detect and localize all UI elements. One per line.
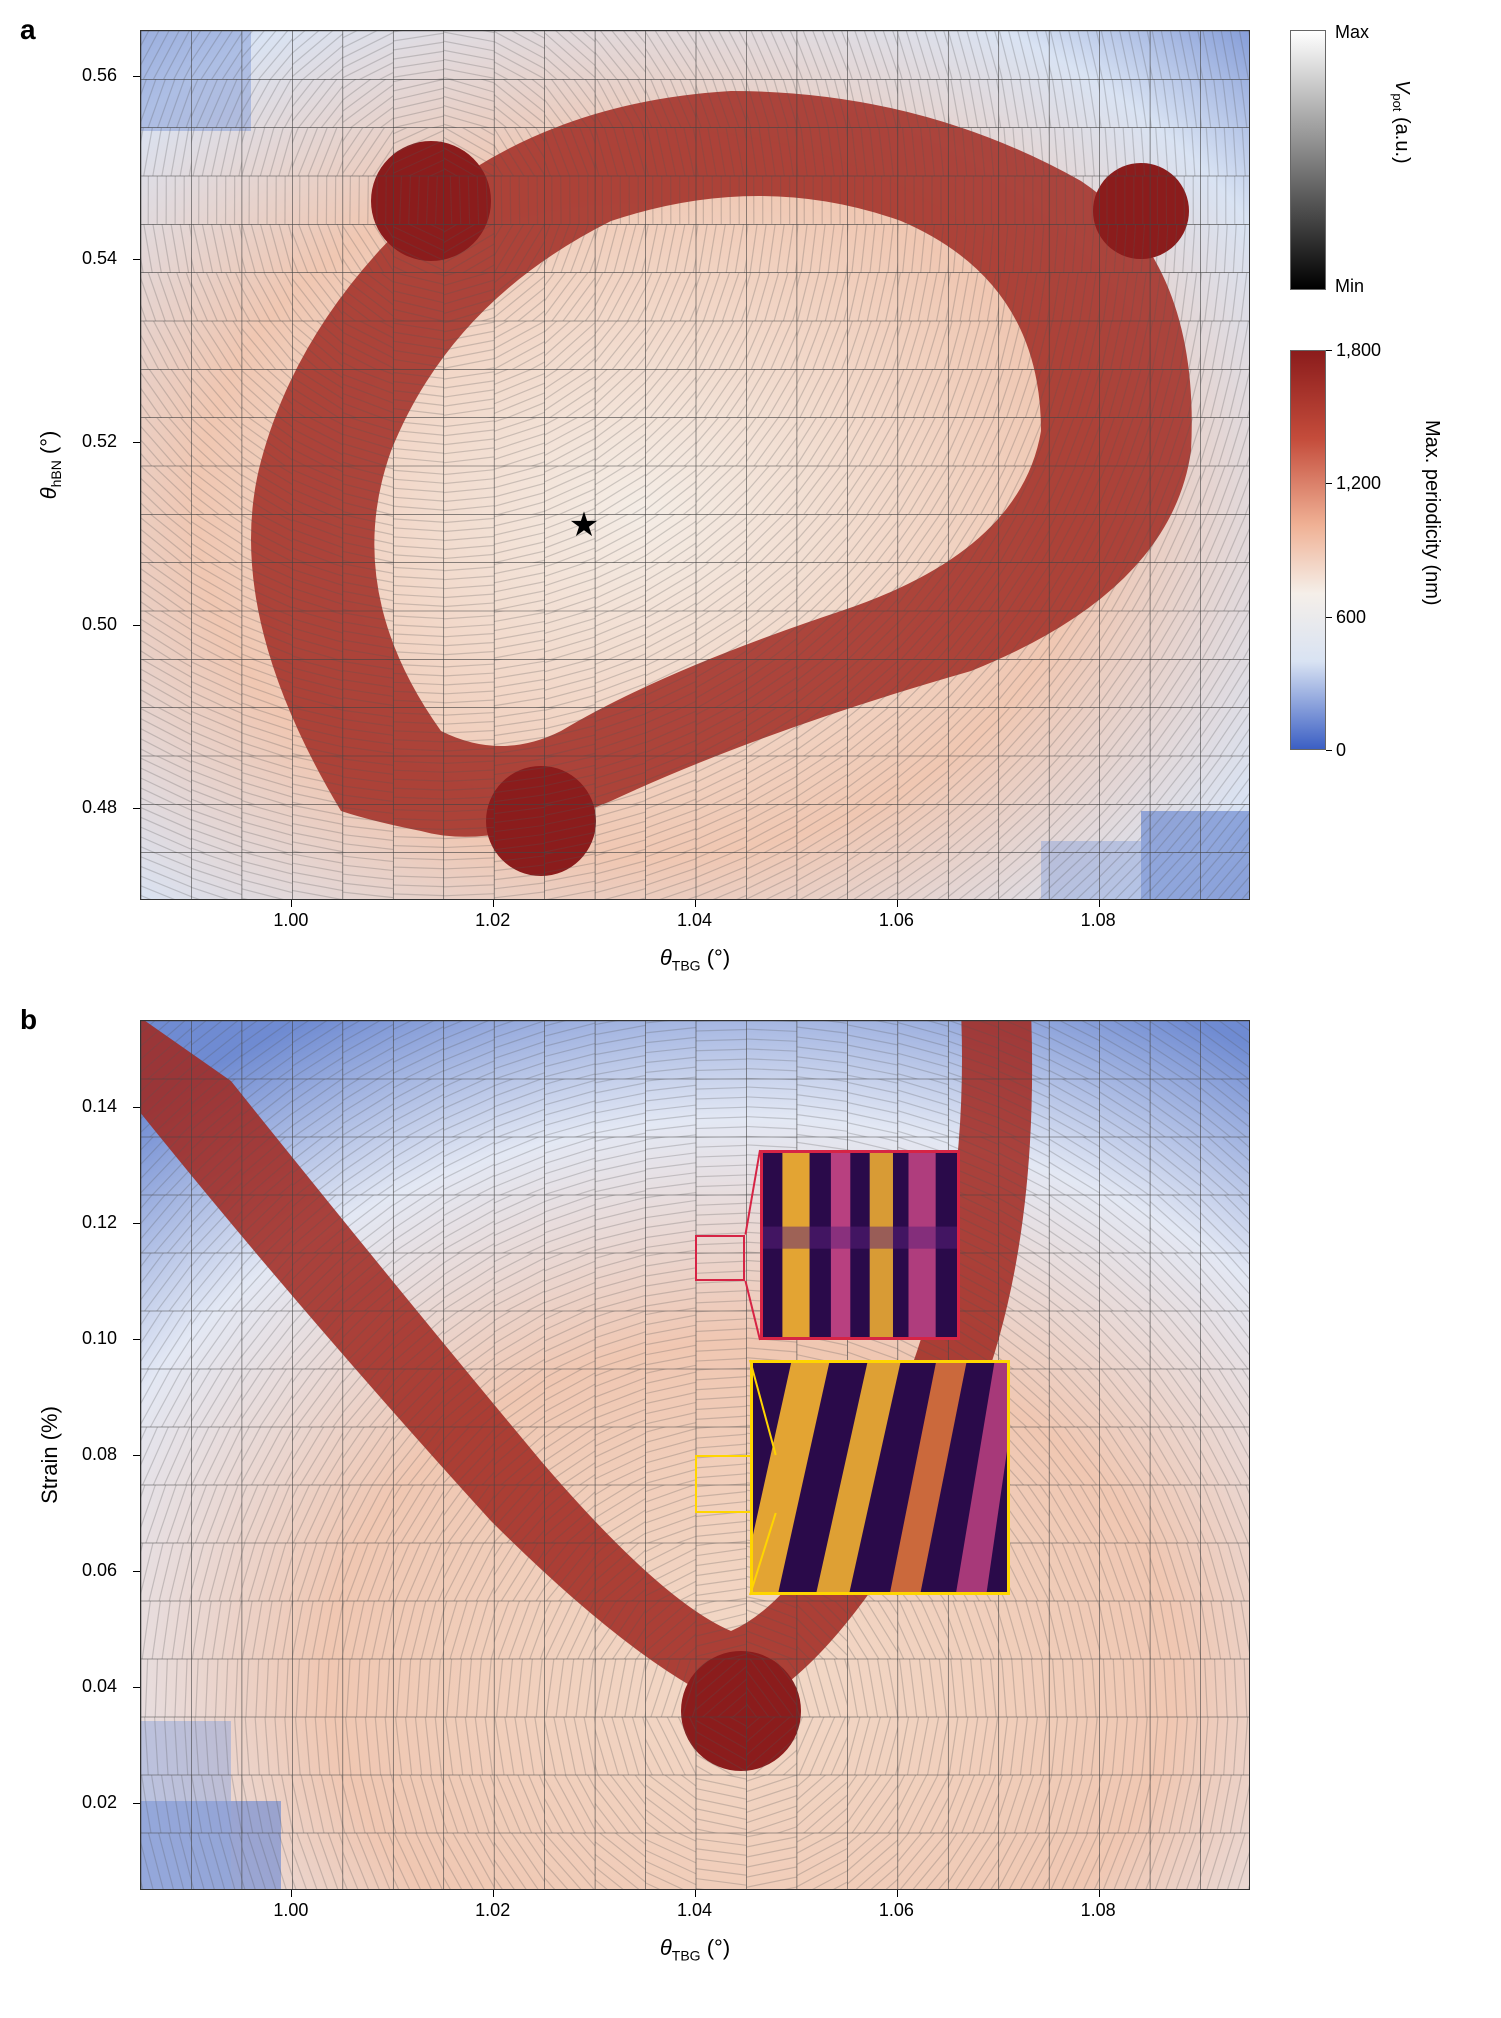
panel-a-heatmap bbox=[140, 30, 1250, 900]
colorbar-vpot-max: Max bbox=[1335, 22, 1369, 43]
panel-b-ylabel: Strain (%) bbox=[37, 1406, 63, 1504]
xtick-label: 1.08 bbox=[1081, 910, 1116, 931]
inset-red-image bbox=[763, 1153, 957, 1337]
xtick-label: 1.06 bbox=[879, 910, 914, 931]
ytick-label: 0.56 bbox=[82, 65, 117, 86]
colorbar-vpot-min: Min bbox=[1335, 276, 1364, 297]
star-marker: ★ bbox=[569, 505, 599, 545]
colorbar-vpot-label: Vpot (a.u.) bbox=[1390, 80, 1413, 164]
inset-red-source-box bbox=[695, 1235, 745, 1281]
xtick-label: 1.04 bbox=[677, 910, 712, 931]
panel-a-ylabel: θhBN (°) bbox=[36, 431, 64, 500]
panel-b-label: b bbox=[20, 1004, 37, 1036]
colorbar-period-label: Max. periodicity (nm) bbox=[1420, 420, 1443, 606]
xtick-label: 1.04 bbox=[677, 1900, 712, 1921]
xtick-label: 1.02 bbox=[475, 910, 510, 931]
xtick-label: 1.06 bbox=[879, 1900, 914, 1921]
inset-yellow-image bbox=[753, 1363, 1007, 1592]
colorbar-tick: 1,800 bbox=[1336, 340, 1381, 361]
ytick-label: 0.54 bbox=[82, 248, 117, 269]
ytick-label: 0.02 bbox=[82, 1792, 117, 1813]
ytick-label: 0.12 bbox=[82, 1212, 117, 1233]
ytick-label: 0.52 bbox=[82, 431, 117, 452]
colorbar-vpot bbox=[1290, 30, 1326, 290]
xtick-label: 1.08 bbox=[1081, 1900, 1116, 1921]
xtick-label: 1.00 bbox=[273, 1900, 308, 1921]
colorbar-period bbox=[1290, 350, 1326, 750]
colorbar-tick: 0 bbox=[1336, 740, 1346, 761]
ytick-label: 0.10 bbox=[82, 1328, 117, 1349]
xtick-label: 1.02 bbox=[475, 1900, 510, 1921]
ytick-label: 0.04 bbox=[82, 1676, 117, 1697]
ytick-label: 0.50 bbox=[82, 614, 117, 635]
colorbar-tick: 600 bbox=[1336, 607, 1366, 628]
ytick-label: 0.48 bbox=[82, 797, 117, 818]
inset-yellow-enlarged bbox=[750, 1360, 1010, 1595]
colorbar-tick: 1,200 bbox=[1336, 473, 1381, 494]
panel-a-label: a bbox=[20, 14, 36, 46]
xtick-label: 1.00 bbox=[273, 910, 308, 931]
ytick-label: 0.14 bbox=[82, 1096, 117, 1117]
ytick-label: 0.08 bbox=[82, 1444, 117, 1465]
panel-b-xlabel: θTBG (°) bbox=[660, 1935, 730, 1963]
inset-red-enlarged bbox=[760, 1150, 960, 1340]
panel-a-xlabel: θTBG (°) bbox=[660, 945, 730, 973]
ytick-label: 0.06 bbox=[82, 1560, 117, 1581]
